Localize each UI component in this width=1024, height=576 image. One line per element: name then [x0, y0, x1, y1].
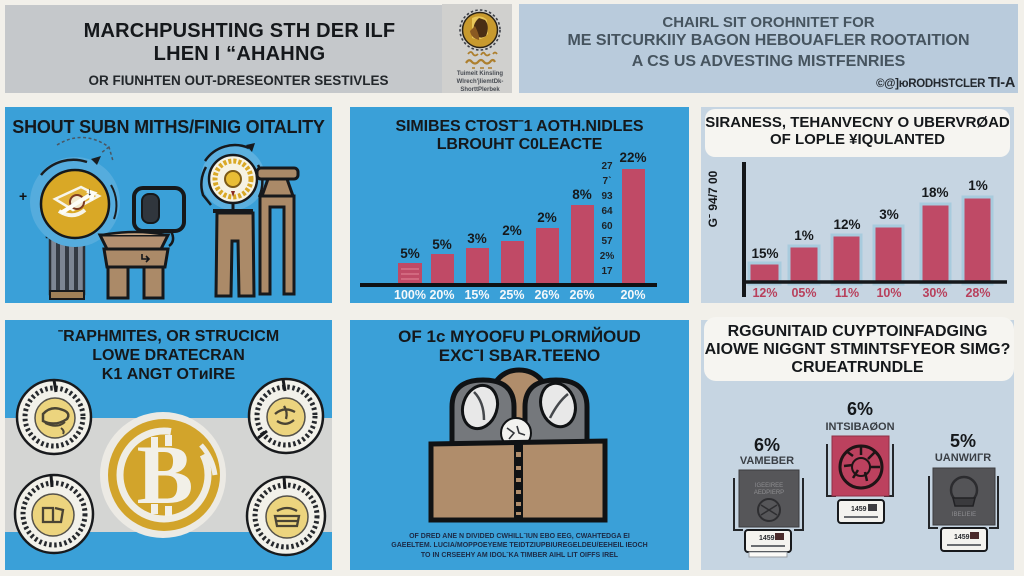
- svg-text:30%: 30%: [922, 286, 947, 300]
- svg-text:↓: ↓: [87, 186, 93, 198]
- svg-text:ShorttPlerbek: ShorttPlerbek: [460, 87, 500, 93]
- svg-text:+: +: [19, 188, 27, 204]
- svg-text:UANWИГR: UANWИГR: [935, 452, 991, 464]
- svg-text:3%: 3%: [879, 207, 899, 222]
- svg-text:6%: 6%: [847, 399, 873, 419]
- svg-text:7ˋ: 7ˋ: [603, 175, 612, 187]
- svg-text:VAMEBER: VAMEBER: [740, 455, 794, 467]
- svg-text:AEDPIERP: AEDPIERP: [754, 490, 784, 496]
- svg-text:5%: 5%: [400, 246, 420, 261]
- svg-text:12%: 12%: [833, 217, 860, 232]
- svg-text:2%: 2%: [537, 210, 557, 225]
- svg-text:Gˉ 94/7 00: Gˉ 94/7 00: [706, 170, 720, 227]
- svg-text:2%: 2%: [502, 223, 522, 238]
- svg-text:5%: 5%: [950, 431, 976, 451]
- svg-text:28%: 28%: [965, 286, 990, 300]
- svg-text:1459: 1459: [954, 534, 970, 541]
- svg-text:26%: 26%: [534, 288, 559, 302]
- svg-text:1459: 1459: [759, 535, 775, 542]
- svg-text:15%: 15%: [751, 246, 778, 261]
- svg-text:IBELIEIE: IBELIEIE: [952, 512, 976, 518]
- svg-text:25%: 25%: [499, 288, 524, 302]
- svg-text:57: 57: [601, 236, 613, 247]
- svg-text:20%: 20%: [429, 288, 454, 302]
- svg-text:11%: 11%: [835, 286, 859, 300]
- svg-text:100%: 100%: [394, 288, 426, 302]
- svg-text:05%: 05%: [791, 286, 816, 300]
- svg-text:6%: 6%: [754, 435, 780, 455]
- svg-text:15%: 15%: [464, 288, 489, 302]
- svg-text:18%: 18%: [921, 185, 948, 200]
- svg-text:12%: 12%: [752, 286, 777, 300]
- svg-text:64: 64: [601, 206, 613, 217]
- svg-text:2%: 2%: [600, 251, 615, 262]
- svg-text:93: 93: [601, 191, 613, 202]
- svg-text:8%: 8%: [572, 187, 592, 202]
- svg-text:3%: 3%: [467, 231, 487, 246]
- svg-text:1%: 1%: [968, 178, 988, 193]
- svg-text:22%: 22%: [619, 150, 646, 165]
- svg-text:INTSIBAØON: INTSIBAØON: [825, 421, 894, 433]
- svg-text:27: 27: [601, 161, 613, 172]
- svg-text:1459: 1459: [851, 506, 867, 513]
- svg-text:IGEEIREE: IGEEIREE: [755, 483, 783, 489]
- svg-text:10%: 10%: [876, 286, 901, 300]
- svg-text:Tuimeit Kinsling: Tuimeit Kinsling: [457, 71, 504, 77]
- svg-text:Wlrech'jliemtDk-: Wlrech'jliemtDk-: [457, 79, 504, 85]
- svg-text:60: 60: [601, 221, 613, 232]
- svg-text:17: 17: [601, 266, 613, 277]
- svg-text:20%: 20%: [620, 288, 645, 302]
- svg-text:26%: 26%: [569, 288, 594, 302]
- svg-text:5%: 5%: [432, 237, 452, 252]
- svg-text:1%: 1%: [794, 228, 814, 243]
